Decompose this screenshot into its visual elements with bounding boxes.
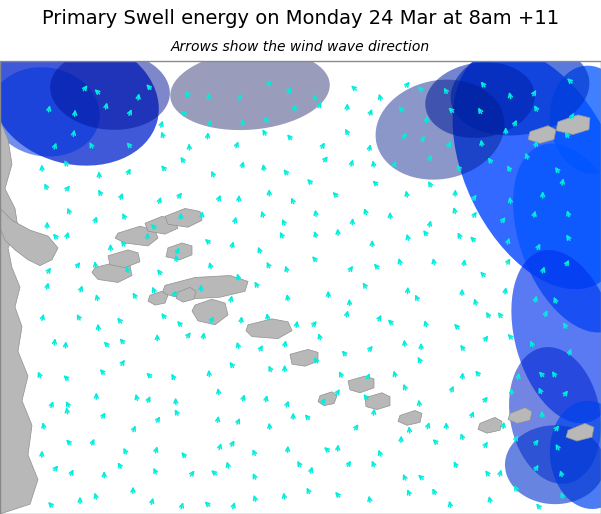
Ellipse shape — [453, 49, 601, 289]
Polygon shape — [0, 209, 58, 266]
Polygon shape — [148, 291, 168, 305]
Ellipse shape — [550, 401, 601, 509]
Ellipse shape — [426, 62, 535, 138]
Polygon shape — [166, 243, 192, 260]
Ellipse shape — [0, 67, 100, 157]
Polygon shape — [165, 209, 202, 227]
Polygon shape — [508, 408, 532, 424]
Polygon shape — [108, 250, 140, 268]
Polygon shape — [92, 262, 132, 282]
Polygon shape — [365, 393, 390, 410]
Polygon shape — [478, 417, 502, 433]
Polygon shape — [556, 115, 590, 135]
Polygon shape — [192, 299, 228, 325]
Ellipse shape — [550, 66, 601, 174]
Polygon shape — [290, 350, 318, 366]
Polygon shape — [246, 319, 292, 339]
Polygon shape — [566, 424, 594, 441]
Polygon shape — [0, 61, 38, 514]
Polygon shape — [176, 287, 196, 302]
Text: Arrows show the wind wave direction: Arrows show the wind wave direction — [171, 40, 430, 54]
Text: Primary Swell energy on Monday 24 Mar at 8am +11: Primary Swell energy on Monday 24 Mar at… — [42, 9, 559, 28]
Ellipse shape — [0, 34, 159, 166]
Polygon shape — [115, 226, 158, 246]
Ellipse shape — [505, 425, 601, 504]
Ellipse shape — [511, 250, 601, 423]
Polygon shape — [318, 392, 337, 406]
Polygon shape — [398, 411, 422, 425]
Ellipse shape — [170, 50, 330, 130]
Ellipse shape — [376, 80, 504, 180]
Ellipse shape — [513, 143, 601, 333]
Polygon shape — [528, 126, 556, 143]
Ellipse shape — [50, 50, 170, 130]
Polygon shape — [145, 216, 178, 234]
Polygon shape — [348, 376, 374, 393]
Ellipse shape — [451, 45, 590, 136]
Ellipse shape — [509, 347, 601, 484]
Polygon shape — [162, 276, 248, 299]
